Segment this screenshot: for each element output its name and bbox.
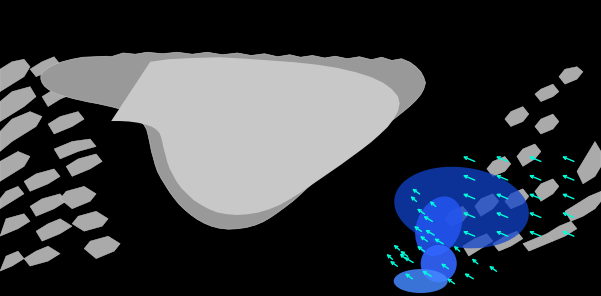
Polygon shape [487, 156, 511, 176]
Polygon shape [0, 87, 36, 122]
Polygon shape [535, 179, 559, 201]
Polygon shape [475, 194, 499, 216]
Polygon shape [60, 186, 96, 209]
Ellipse shape [394, 269, 448, 293]
Polygon shape [577, 141, 601, 184]
Polygon shape [505, 107, 529, 126]
Polygon shape [36, 219, 72, 241]
Text: Arrows show the wind wave direction: Arrows show the wind wave direction [171, 30, 430, 44]
Polygon shape [565, 191, 601, 221]
Polygon shape [24, 246, 60, 266]
Polygon shape [41, 52, 426, 229]
Polygon shape [505, 189, 529, 209]
Polygon shape [72, 211, 108, 231]
Polygon shape [547, 221, 577, 241]
Polygon shape [48, 112, 84, 134]
Polygon shape [54, 139, 96, 159]
Polygon shape [24, 169, 60, 191]
Polygon shape [0, 251, 24, 271]
Ellipse shape [421, 245, 457, 282]
Polygon shape [0, 152, 30, 181]
Polygon shape [463, 234, 493, 256]
Polygon shape [0, 214, 30, 236]
Polygon shape [535, 84, 559, 102]
Text: Secondary Swell energy on Thursday 20 Mar at 6pm -03: Secondary Swell energy on Thursday 20 Ma… [46, 6, 555, 24]
Polygon shape [84, 236, 120, 259]
Polygon shape [30, 57, 60, 77]
Polygon shape [0, 112, 42, 152]
Polygon shape [0, 59, 30, 92]
Polygon shape [559, 67, 583, 84]
Polygon shape [0, 186, 24, 209]
Polygon shape [30, 194, 66, 216]
Ellipse shape [415, 197, 462, 256]
Polygon shape [42, 84, 78, 107]
Ellipse shape [394, 167, 529, 248]
Polygon shape [445, 206, 469, 226]
Polygon shape [111, 57, 400, 215]
Polygon shape [66, 154, 102, 176]
Polygon shape [493, 231, 523, 251]
Polygon shape [535, 114, 559, 134]
Polygon shape [523, 234, 553, 251]
Polygon shape [517, 144, 541, 166]
